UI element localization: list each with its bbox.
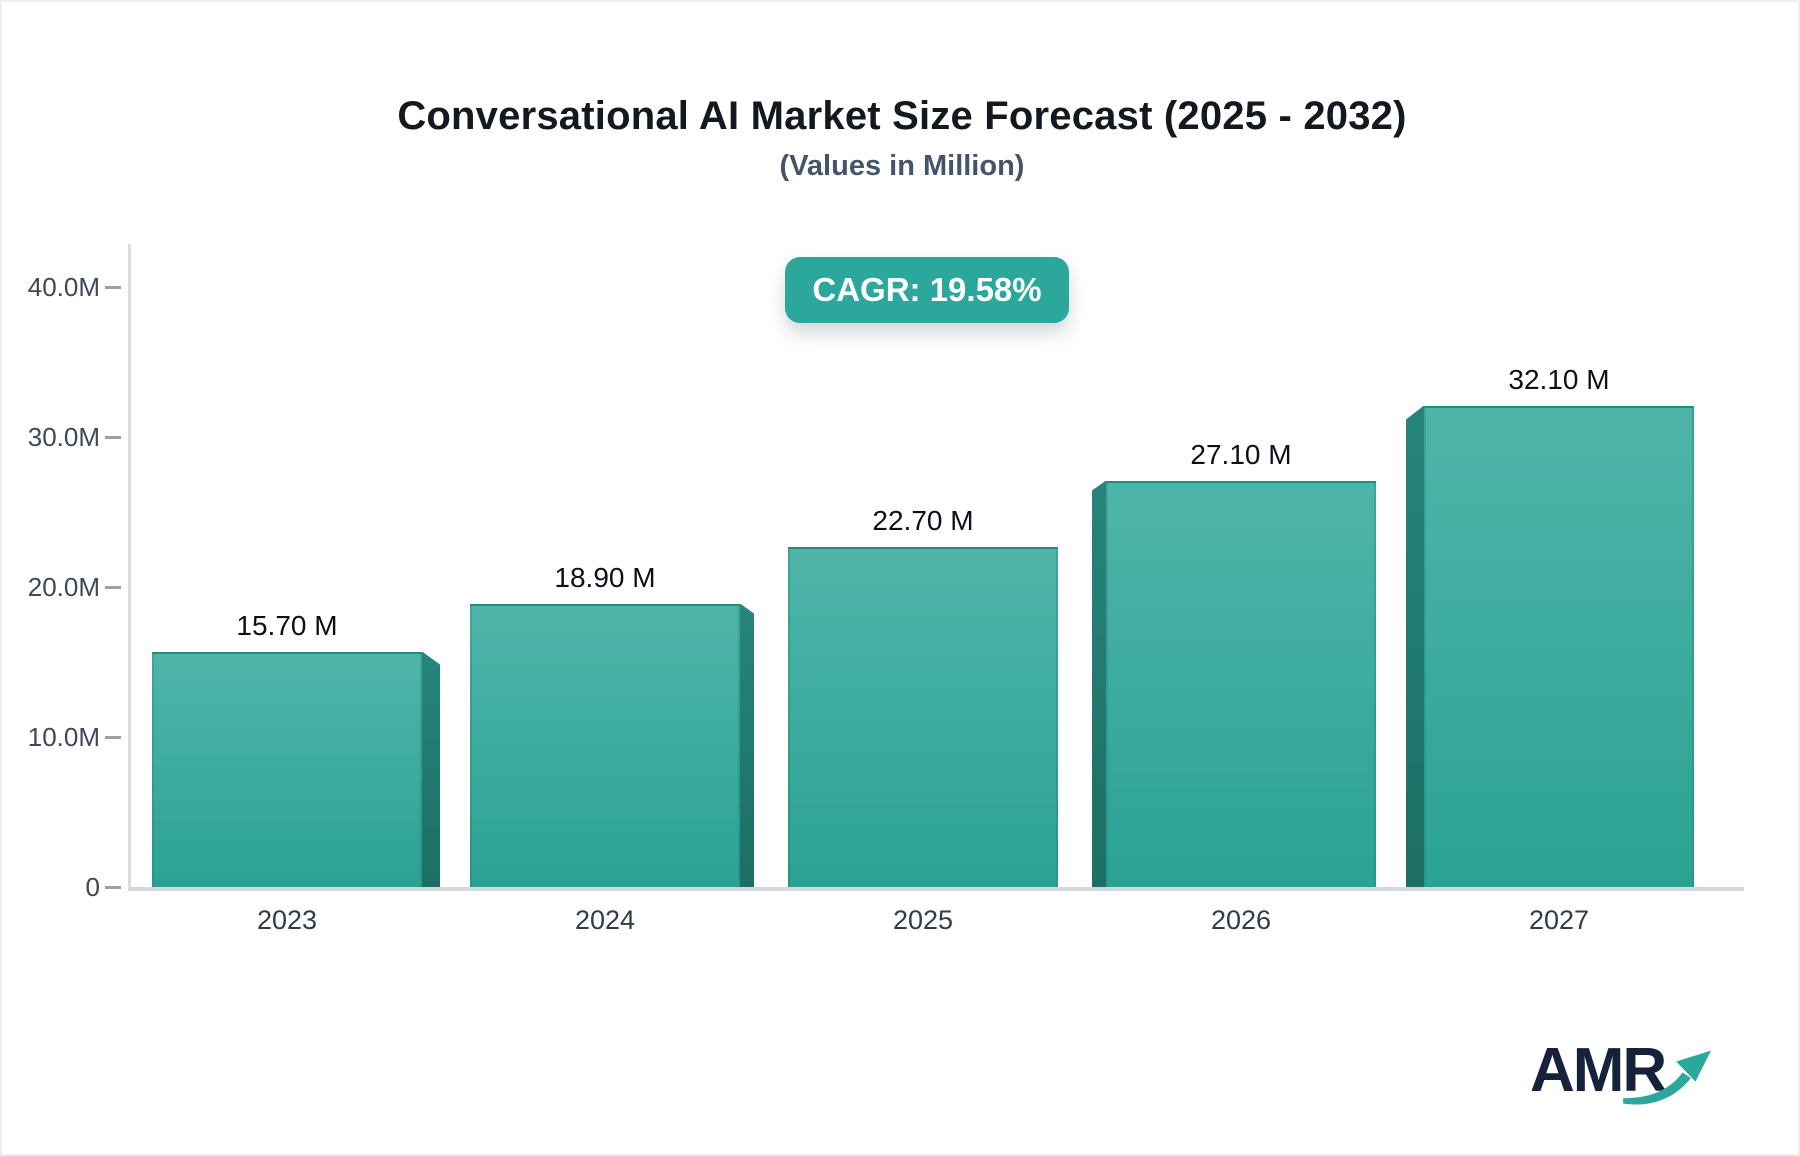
growth-arrow-icon: [1623, 1050, 1711, 1105]
bar-face: [1424, 405, 1694, 887]
bar-value-label: 32.10 M: [1508, 363, 1610, 395]
bar-side-3d: [1406, 405, 1424, 887]
y-axis-tick: [105, 436, 121, 439]
bar-face: [788, 546, 1058, 887]
y-axis-tick: [105, 586, 121, 589]
bar-side-3d: [740, 603, 754, 887]
bar-value-label: 15.70 M: [236, 609, 338, 641]
amr-logo-text: AMR: [1530, 1036, 1667, 1105]
y-axis-tick: [105, 886, 121, 889]
bar-value-label: 27.10 M: [1190, 438, 1292, 470]
y-axis-tick: [105, 286, 121, 289]
y-axis-label: 20.0M: [27, 572, 100, 602]
bar-face: [152, 651, 422, 887]
y-axis-tick: [105, 736, 121, 739]
bar-side-3d: [422, 651, 440, 887]
x-axis-label: 2027: [1528, 905, 1590, 935]
y-axis-label: 40.0M: [27, 272, 100, 302]
x-axis-line: [130, 887, 1744, 891]
y-axis-line: [128, 244, 131, 891]
chart-title: Conversational AI Market Size Forecast (…: [397, 94, 1407, 138]
bar-side-3d: [1092, 480, 1106, 887]
y-axis-label: 30.0M: [27, 422, 100, 452]
x-axis-label: 2023: [256, 905, 318, 935]
bar-value-label: 18.90 M: [554, 561, 656, 593]
bar-face: [470, 603, 740, 887]
x-axis-label: 2024: [574, 905, 636, 935]
y-axis-label: 0: [85, 872, 100, 902]
x-axis-label: 2025: [892, 905, 954, 935]
x-axis-label: 2026: [1210, 905, 1272, 935]
amr-logo: AMR: [1530, 1040, 1720, 1116]
chart-subtitle: (Values in Million): [779, 150, 1025, 182]
bar-face: [1106, 480, 1376, 887]
bar-value-label: 22.70 M: [872, 504, 974, 536]
y-axis-label: 10.0M: [27, 722, 100, 752]
cagr-badge: CAGR: 19.58%: [785, 257, 1069, 323]
